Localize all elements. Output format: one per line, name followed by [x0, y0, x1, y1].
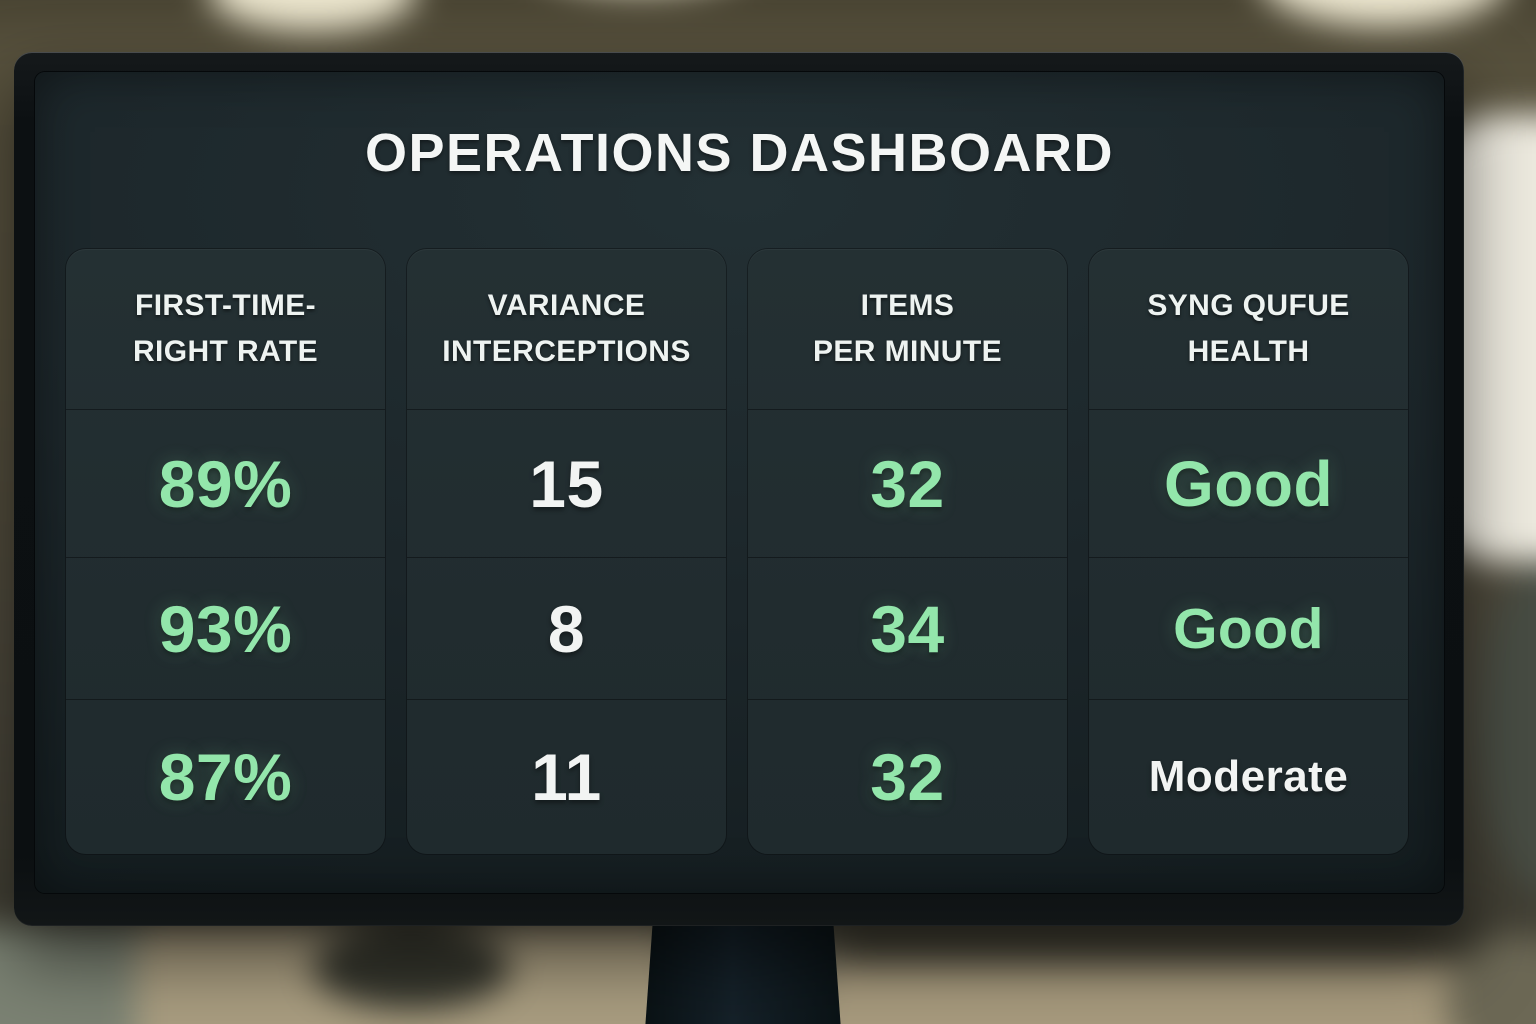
metric-cell: 87%: [66, 699, 385, 854]
background-floor: [822, 962, 1536, 1024]
metric-cell: 32: [748, 699, 1067, 854]
monitor-bezel: OPERATIONS DASHBOARD FIRST-TIME- RIGHT R…: [14, 52, 1464, 926]
metric-value: 89%: [158, 446, 293, 521]
bokeh-light: [208, 0, 417, 32]
header-line: HEALTH: [1187, 335, 1310, 368]
column-header: SYNG QUFUE HEALTH: [1089, 249, 1408, 409]
metric-value: 11: [531, 740, 602, 814]
column-sync-queue-health: SYNG QUFUE HEALTH Good Good Moderate: [1089, 249, 1408, 854]
header-line: SYNG QUFUE: [1147, 289, 1350, 322]
metric-value: 8: [547, 591, 586, 666]
column-first-time-right-rate: FIRST-TIME- RIGHT RATE 89% 93% 87%: [66, 249, 385, 854]
bokeh-light: [1258, 0, 1509, 27]
header-line: VARIANCE: [487, 289, 646, 322]
column-header: VARIANCE INTERCEPTIONS: [407, 249, 726, 409]
monitor-stand: [645, 920, 841, 1024]
background-shadow: [312, 925, 511, 1010]
metrics-grid: FIRST-TIME- RIGHT RATE 89% 93% 87%: [66, 249, 1408, 854]
metric-value: 32: [870, 740, 945, 814]
page-title: OPERATIONS DASHBOARD: [364, 123, 1115, 183]
metric-value: 87%: [158, 740, 293, 814]
metric-cell: 93%: [66, 557, 385, 699]
metric-value: 93%: [158, 591, 293, 666]
column-header: FIRST-TIME- RIGHT RATE: [66, 249, 385, 409]
metric-value: Moderate: [1148, 752, 1349, 801]
column-items-per-minute: ITEMS PER MINUTE 32 34 32: [748, 249, 1067, 854]
metric-value: 15: [529, 446, 604, 521]
metric-cell: Good: [1089, 557, 1408, 699]
column-variance-interceptions: VARIANCE INTERCEPTIONS 15 8 11: [407, 249, 726, 854]
metric-cell: Good: [1089, 409, 1408, 557]
metric-value: Good: [1163, 447, 1334, 520]
monitor-screen: OPERATIONS DASHBOARD FIRST-TIME- RIGHT R…: [35, 72, 1444, 893]
header-line: ITEMS: [860, 289, 955, 322]
metric-cell: 32: [748, 409, 1067, 557]
metric-cell: 89%: [66, 409, 385, 557]
metric-value: 34: [870, 591, 945, 666]
header-line: FIRST-TIME-: [134, 289, 317, 322]
metric-value: Good: [1173, 596, 1324, 661]
metric-value: 32: [870, 446, 945, 521]
background-shadow: [1477, 561, 1536, 895]
metric-cell: 11: [407, 699, 726, 854]
header-line: INTERCEPTIONS: [442, 335, 691, 368]
header-line: PER MINUTE: [812, 335, 1002, 368]
metric-cell: 15: [407, 409, 726, 557]
metric-cell: 34: [748, 557, 1067, 699]
header-line: RIGHT RATE: [132, 335, 319, 368]
column-header: ITEMS PER MINUTE: [748, 249, 1067, 409]
metric-cell: Moderate: [1089, 699, 1408, 854]
metric-cell: 8: [407, 557, 726, 699]
